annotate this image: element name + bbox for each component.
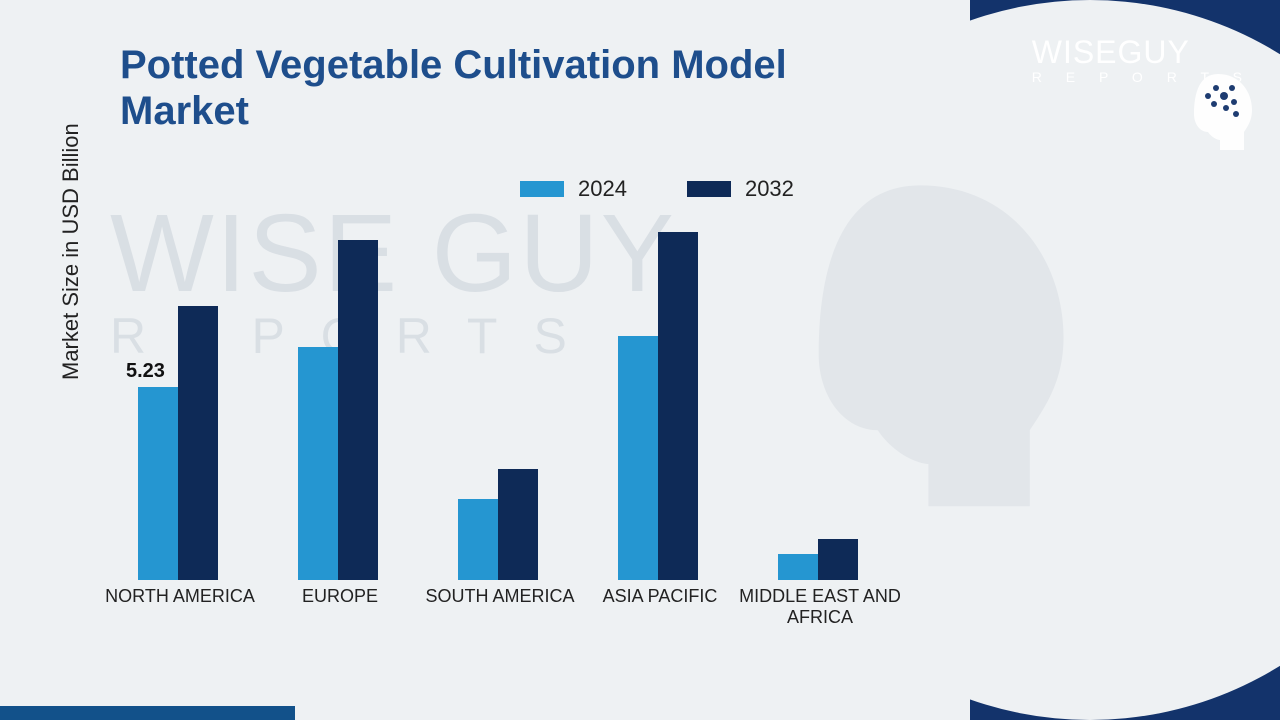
category-label: NORTH AMERICA [90,586,270,607]
category-label: ASIA PACIFIC [570,586,750,607]
legend-label: 2024 [578,176,627,202]
chart-stage: WISEGUY R E P O R T S Potted Vegetable C… [0,0,1280,720]
category-label: EUROPE [250,586,430,607]
legend-swatch-icon [520,181,564,197]
bar [658,232,698,580]
footer-accent-bar [0,706,295,720]
legend-swatch-icon [687,181,731,197]
brand-name: WISEGUY [1032,34,1252,71]
bar [298,347,338,580]
value-label: 5.23 [126,360,165,383]
chart-title: Potted Vegetable Cultivation Model Marke… [120,42,880,134]
plot-area: NORTH AMERICAEUROPESOUTH AMERICAASIA PAC… [120,210,940,580]
bar [338,240,378,580]
y-axis-label: Market Size in USD Billion [58,123,84,380]
legend-item: 2032 [687,176,794,202]
bar [138,387,178,581]
category-label: SOUTH AMERICA [410,586,590,607]
brand-name-a: WISE [1032,34,1118,70]
brand-name-b: GUY [1118,34,1190,70]
legend-item: 2024 [520,176,627,202]
bar [618,336,658,580]
head-icon [1178,68,1258,158]
legend-label: 2032 [745,176,794,202]
bar [778,554,818,580]
category-label: MIDDLE EAST AND AFRICA [730,586,910,627]
bar [818,539,858,580]
legend: 2024 2032 [520,176,794,202]
bar [498,469,538,580]
bar [178,306,218,580]
bar [458,499,498,580]
brand-logo: WISEGUY R E P O R T S [1032,34,1252,85]
